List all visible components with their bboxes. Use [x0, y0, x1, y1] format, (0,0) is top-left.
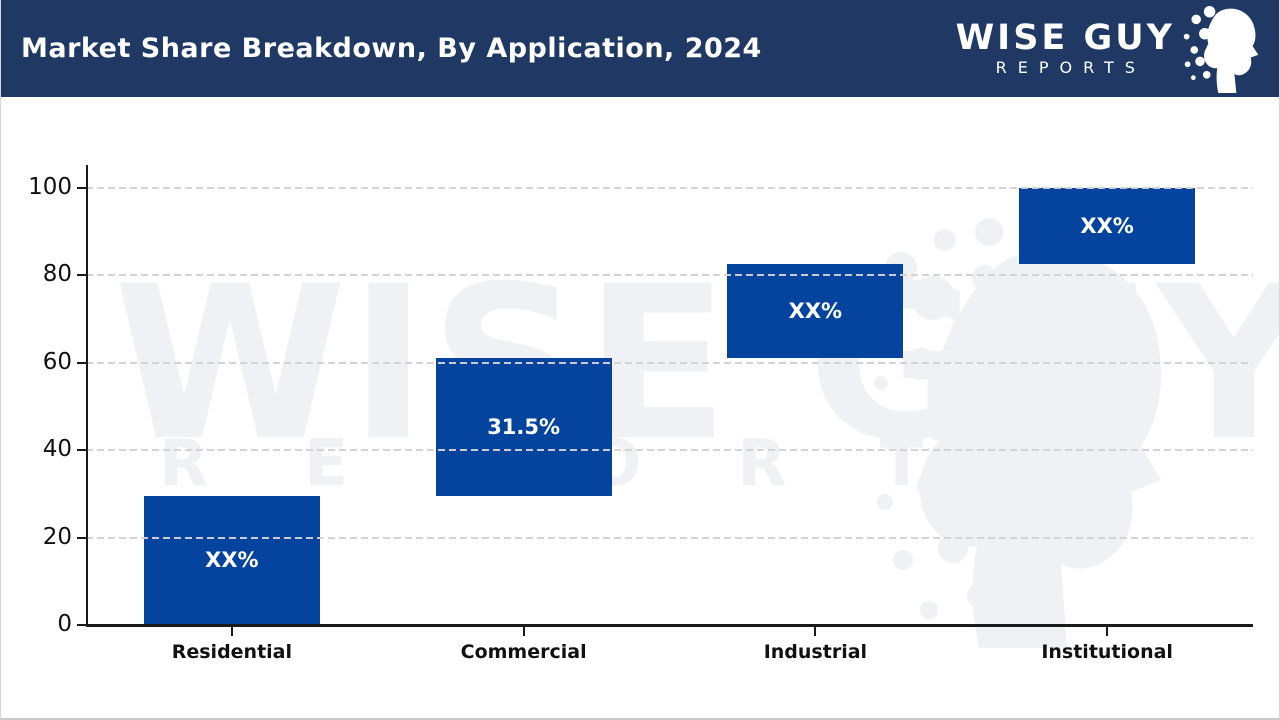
y-tick-label: 60 [42, 348, 72, 375]
y-tick [77, 186, 86, 189]
bar-value-label: XX% [205, 548, 259, 573]
axes-layer: 0 20 40 60 80 100 Residential Commercial Industr… [1, 97, 1279, 718]
bars-layer: XX% 31.5% XX% XX% [1, 97, 1279, 718]
bar-value-label: XX% [1080, 213, 1134, 238]
bar-residential: XX% [143, 495, 320, 625]
y-tick-label: 0 [57, 611, 72, 637]
x-tick [814, 627, 817, 636]
bar-industrial: XX% [727, 264, 904, 359]
x-tick [522, 627, 525, 636]
x-category-label-commercial: Commercial [460, 641, 587, 663]
waterfall-chart: XX% 31.5% XX% XX% 0 20 40 60 80 100 Residential Co… [1, 97, 1279, 718]
y-tick [77, 449, 86, 451]
x-category-label-industrial: Industrial [763, 641, 868, 663]
brand-subtitle: REPORTS [995, 58, 1146, 77]
x-axis-line [86, 624, 1253, 627]
x-tick [230, 627, 233, 636]
x-tick [1106, 627, 1109, 636]
bar-value-label: XX% [788, 299, 843, 324]
header-bar: Market Share Breakdown, By Application, … [1, 0, 1279, 97]
y-tick [77, 361, 86, 364]
x-category-label-residential: Residential [171, 641, 293, 663]
brand-head-icon [1183, 5, 1259, 93]
y-tick [77, 624, 86, 626]
x-category-label-institutional: Institutional [1041, 641, 1173, 663]
page-title: Market Share Breakdown, By Application, … [21, 33, 762, 64]
y-tick-label: 80 [42, 261, 72, 287]
y-tick [77, 536, 86, 539]
brand-name: WISE GUY [955, 18, 1175, 58]
y-tick-label: 100 [28, 173, 72, 200]
y-tick [77, 274, 86, 276]
y-tick-label: 20 [42, 523, 72, 550]
y-tick-label: 40 [42, 436, 72, 462]
bar-value-label: 31.5% [487, 415, 561, 440]
y-axis-line [86, 164, 88, 626]
brand-logo: WISE GUY REPORTS [956, 3, 1265, 95]
bar-commercial: 31.5% [435, 358, 612, 496]
